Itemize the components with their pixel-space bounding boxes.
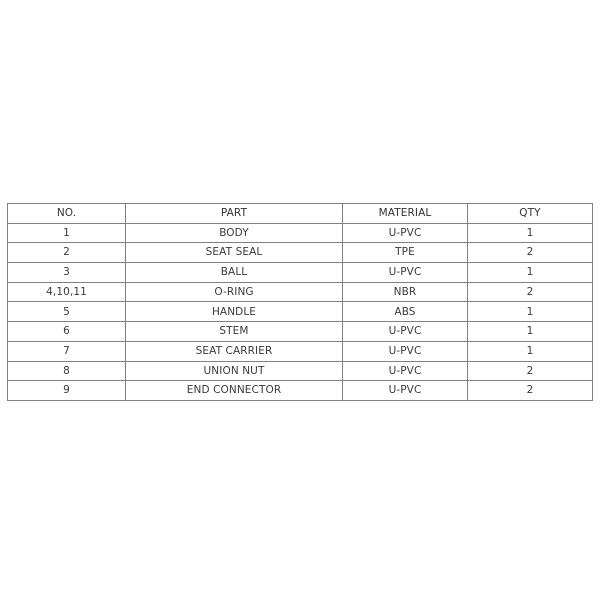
cell-material: U-PVC — [342, 380, 468, 401]
cell-part: BODY — [125, 222, 343, 244]
cell-material: U-PVC — [342, 262, 468, 283]
cell-qty: 1 — [467, 301, 593, 323]
cell-part: SEAT SEAL — [125, 242, 343, 264]
cell-no: 7 — [7, 340, 126, 362]
table-header: NO. PART MATERIAL QTY — [7, 203, 593, 224]
cell-part: SEAT CARRIER — [125, 340, 343, 362]
cell-no: 9 — [7, 380, 126, 401]
cell-qty: 1 — [467, 340, 593, 362]
table-row: 8 UNION NUT U-PVC 2 — [7, 360, 593, 382]
column-header-material: MATERIAL — [342, 203, 468, 224]
cell-material: ABS — [342, 301, 468, 323]
parts-list-table: NO. PART MATERIAL QTY 1 BODY U-PVC 1 2 SEAT S… — [7, 203, 593, 401]
cell-no: 6 — [7, 321, 126, 342]
cell-no: 2 — [7, 242, 126, 264]
table-row: 5 HANDLE ABS 1 — [7, 301, 593, 323]
cell-material: NBR — [342, 281, 468, 303]
table-row: 2 SEAT SEAL TPE 2 — [7, 242, 593, 264]
cell-part: UNION NUT — [125, 360, 343, 382]
cell-no: 1 — [7, 222, 126, 244]
column-header-no: NO. — [7, 203, 126, 224]
cell-material: U-PVC — [342, 360, 468, 382]
cell-qty: 2 — [467, 360, 593, 382]
cell-part: O-RING — [125, 281, 343, 303]
bill-of-materials: NO. PART MATERIAL QTY 1 BODY U-PVC 1 2 SEAT S… — [7, 203, 593, 401]
table-row: 6 STEM U-PVC 1 — [7, 321, 593, 342]
column-header-qty: QTY — [467, 203, 593, 224]
cell-part: STEM — [125, 321, 343, 342]
cell-no: 5 — [7, 301, 126, 323]
cell-no: 8 — [7, 360, 126, 382]
table-row: 1 BODY U-PVC 1 — [7, 222, 593, 244]
cell-qty: 1 — [467, 222, 593, 244]
cell-part: BALL — [125, 262, 343, 283]
cell-material: U-PVC — [342, 321, 468, 342]
cell-material: U-PVC — [342, 340, 468, 362]
cell-material: U-PVC — [342, 222, 468, 244]
cell-no: 3 — [7, 262, 126, 283]
cell-part: END CONNECTOR — [125, 380, 343, 401]
cell-qty: 1 — [467, 321, 593, 342]
table-row: 3 BALL U-PVC 1 — [7, 262, 593, 283]
cell-part: HANDLE — [125, 301, 343, 323]
cell-no: 4,10,11 — [7, 281, 126, 303]
cell-qty: 2 — [467, 281, 593, 303]
table-row: 9 END CONNECTOR U-PVC 2 — [7, 380, 593, 401]
cell-qty: 2 — [467, 380, 593, 401]
cell-qty: 2 — [467, 242, 593, 264]
table-row: 4,10,11 O-RING NBR 2 — [7, 281, 593, 303]
table-row: 7 SEAT CARRIER U-PVC 1 — [7, 340, 593, 362]
table-header-row: NO. PART MATERIAL QTY — [7, 203, 593, 224]
cell-qty: 1 — [467, 262, 593, 283]
column-header-part: PART — [125, 203, 343, 224]
cell-material: TPE — [342, 242, 468, 264]
table-body: 1 BODY U-PVC 1 2 SEAT SEAL TPE 2 3 BALL U-PVC 1 4,10… — [7, 222, 593, 401]
